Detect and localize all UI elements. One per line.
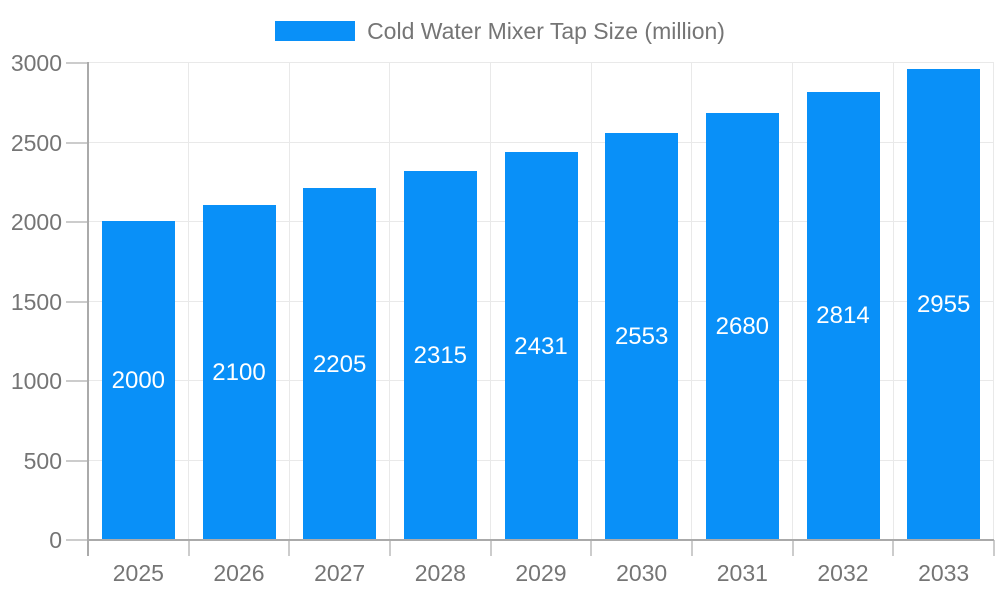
x-axis-label: 2029 [515,560,567,586]
x-axis-tick [691,540,693,556]
x-gridline [187,63,189,540]
y-axis-label: 1000 [10,368,62,394]
x-axis-label: 2033 [918,560,970,586]
x-axis-tick [489,540,492,556]
x-gridline [993,63,995,540]
y-axis-tick [66,380,88,382]
x-axis-tick [389,540,391,556]
y-axis-label: 3000 [10,50,62,76]
bar[interactable] [101,221,175,539]
x-gridline [590,63,592,540]
y-axis-tick [66,459,88,462]
x-axis-tick [288,540,291,556]
x-gridline [389,63,391,540]
y-axis-label: 2000 [10,209,62,235]
y-axis-label: 0 [49,527,62,553]
y-axis-label: 1500 [10,288,62,315]
x-gridline [288,63,290,540]
bar[interactable] [907,69,981,539]
bar[interactable] [303,188,377,539]
legend-swatch [275,21,356,41]
bar[interactable] [504,152,578,539]
x-axis-label: 2025 [112,560,164,586]
y-gridline [88,141,994,143]
bar[interactable] [202,205,276,539]
bar[interactable] [403,170,477,539]
x-axis-label: 2028 [414,560,466,586]
x-gridline [892,63,894,540]
x-gridline [489,63,491,540]
bar[interactable] [806,91,880,539]
legend-label: Cold Water Mixer Tap Size (million) [367,17,725,44]
bar[interactable] [705,112,779,539]
y-axis-tick [66,300,88,303]
y-axis-tick [66,62,88,64]
y-axis-tick [66,539,88,541]
bar[interactable] [605,133,679,539]
y-axis-label: 2500 [10,129,62,156]
x-axis-line [88,539,994,541]
x-axis-label: 2031 [716,560,768,586]
x-axis-tick [892,540,895,556]
x-axis-tick [993,540,995,556]
x-axis-label: 2030 [616,560,668,586]
y-gridline [88,62,994,64]
y-axis-tick [66,141,88,144]
legend[interactable]: Cold Water Mixer Tap Size (million) [0,18,1000,44]
x-axis-label: 2027 [314,560,366,586]
x-axis-tick [187,540,190,556]
x-axis-label: 2032 [817,560,869,586]
x-gridline [691,63,693,540]
y-axis-label: 500 [23,447,62,474]
y-axis-tick [66,221,88,223]
y-axis-line [87,62,89,556]
x-axis-tick [590,540,593,556]
x-axis-label: 2026 [213,560,265,586]
x-axis-tick [791,540,794,556]
x-gridline [791,63,793,540]
